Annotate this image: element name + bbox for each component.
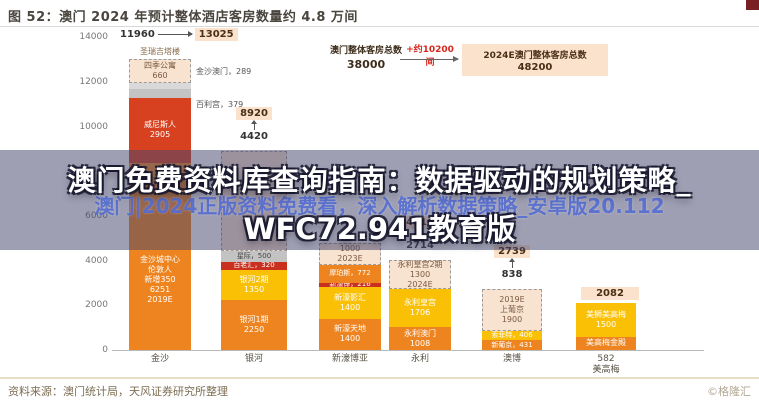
page-corner-artifact <box>746 0 759 10</box>
bar-segment: 永利皇宫 1706 <box>389 289 451 328</box>
footer-divider <box>0 377 759 379</box>
bar-segment: 美高梅金殿 <box>576 336 636 350</box>
watermark-band: 澳门免费资料库查询指南：数据驱动的规划策略_ 澳门|2024正版资料免费看，深入… <box>0 150 759 250</box>
arrow-up-icon <box>508 257 515 268</box>
y-axis-tick: 14000 <box>79 32 108 43</box>
bar-total-arrow: 2739 838 <box>467 244 557 280</box>
bar-segment: 2019E 上葡京 1900 <box>482 288 542 332</box>
bar-segment: 四季公寓 660 <box>129 58 191 83</box>
bar-segment: 新濠影汇 1400 <box>319 287 381 319</box>
bar-total-arrow: 8920 4420 <box>209 106 299 142</box>
watermark-blue-line: 澳门|2024正版资料免费看，深入解析数据策略_安卓版20.112 <box>94 194 665 218</box>
bar-segment <box>129 89 191 98</box>
bar-total-box: 2082 <box>581 287 639 301</box>
x-axis-label: 永利 <box>410 354 429 364</box>
bar-segment <box>129 82 191 90</box>
y-axis-tick: 4000 <box>85 255 108 266</box>
x-axis-label: 582 美高梅 <box>592 354 620 375</box>
x-axis-label: 银河 <box>244 354 263 364</box>
bar-segment: 新濠天地 1400 <box>319 318 381 350</box>
x-axis-label: 金沙 <box>150 354 169 364</box>
bar-segment: 永利皇宫2期 1300 2024E <box>389 260 451 290</box>
figure-title: 图 52：澳门 2024 年预计整体酒店客房数量约 4.8 万间 <box>8 10 358 25</box>
y-axis-tick: 2000 <box>85 300 108 311</box>
bar-segment: 摩珀斯，772 <box>319 265 381 283</box>
x-axis-label: 澳博 <box>502 354 521 364</box>
title-divider <box>0 26 759 27</box>
arrow-right-icon <box>400 56 459 62</box>
current-total: 澳门整体客房总数 38000 <box>328 43 404 71</box>
bar-segment: 永利澳门 1008 <box>389 327 451 350</box>
bar-segment: 百老汇，320 <box>221 261 287 270</box>
bar-segment: 索菲特，406 <box>482 331 542 341</box>
y-axis-tick: 12000 <box>79 76 108 87</box>
current-total-label: 澳门整体客房总数 <box>329 46 402 56</box>
forecast-total-value: 48200 <box>517 61 553 73</box>
forecast-total-label: 2024E澳门整体客房总数 <box>483 50 587 61</box>
x-axis-label: 新濠博亚 <box>331 354 368 364</box>
forecast-total-box: 2024E澳门整体客房总数 48200 <box>462 44 608 76</box>
segment-annotation: 金沙澳门，289 <box>196 66 252 76</box>
x-axis-line <box>112 350 704 351</box>
bar-total-arrow: 11960 13025 <box>120 28 238 41</box>
arrow-right-icon <box>157 31 193 37</box>
site-credit: ©格隆汇 <box>707 385 751 398</box>
watermark-line-2: WFC72.941教育版 <box>243 212 516 246</box>
y-axis-tick: 10000 <box>79 121 108 132</box>
bar-segment: 银河2期 1350 <box>221 269 287 300</box>
bar-segment: 新葡京，431 <box>482 340 542 350</box>
bar-segment: 美狮美高梅 1500 <box>576 303 636 337</box>
source-note: 资料来源：澳门统计局，天风证券研究所整理 <box>8 385 228 398</box>
delta-label: +约10200间 <box>406 45 454 68</box>
bar-cap-label: 圣瑞吉塔楼 <box>140 46 180 56</box>
watermark-line-1: 澳门免费资料库查询指南：数据驱动的规划策略_ <box>67 164 692 197</box>
arrow-up-icon <box>250 119 257 130</box>
current-total-value: 38000 <box>346 58 386 71</box>
bar-segment: 新濠锋，216 <box>319 280 381 288</box>
segment-annotation: 百利宫，379 <box>196 100 244 110</box>
bar-segment: 银河1期 2250 <box>221 299 287 350</box>
y-axis-tick: 0 <box>102 345 108 355</box>
bar-segment: 星际，500 <box>221 251 287 263</box>
